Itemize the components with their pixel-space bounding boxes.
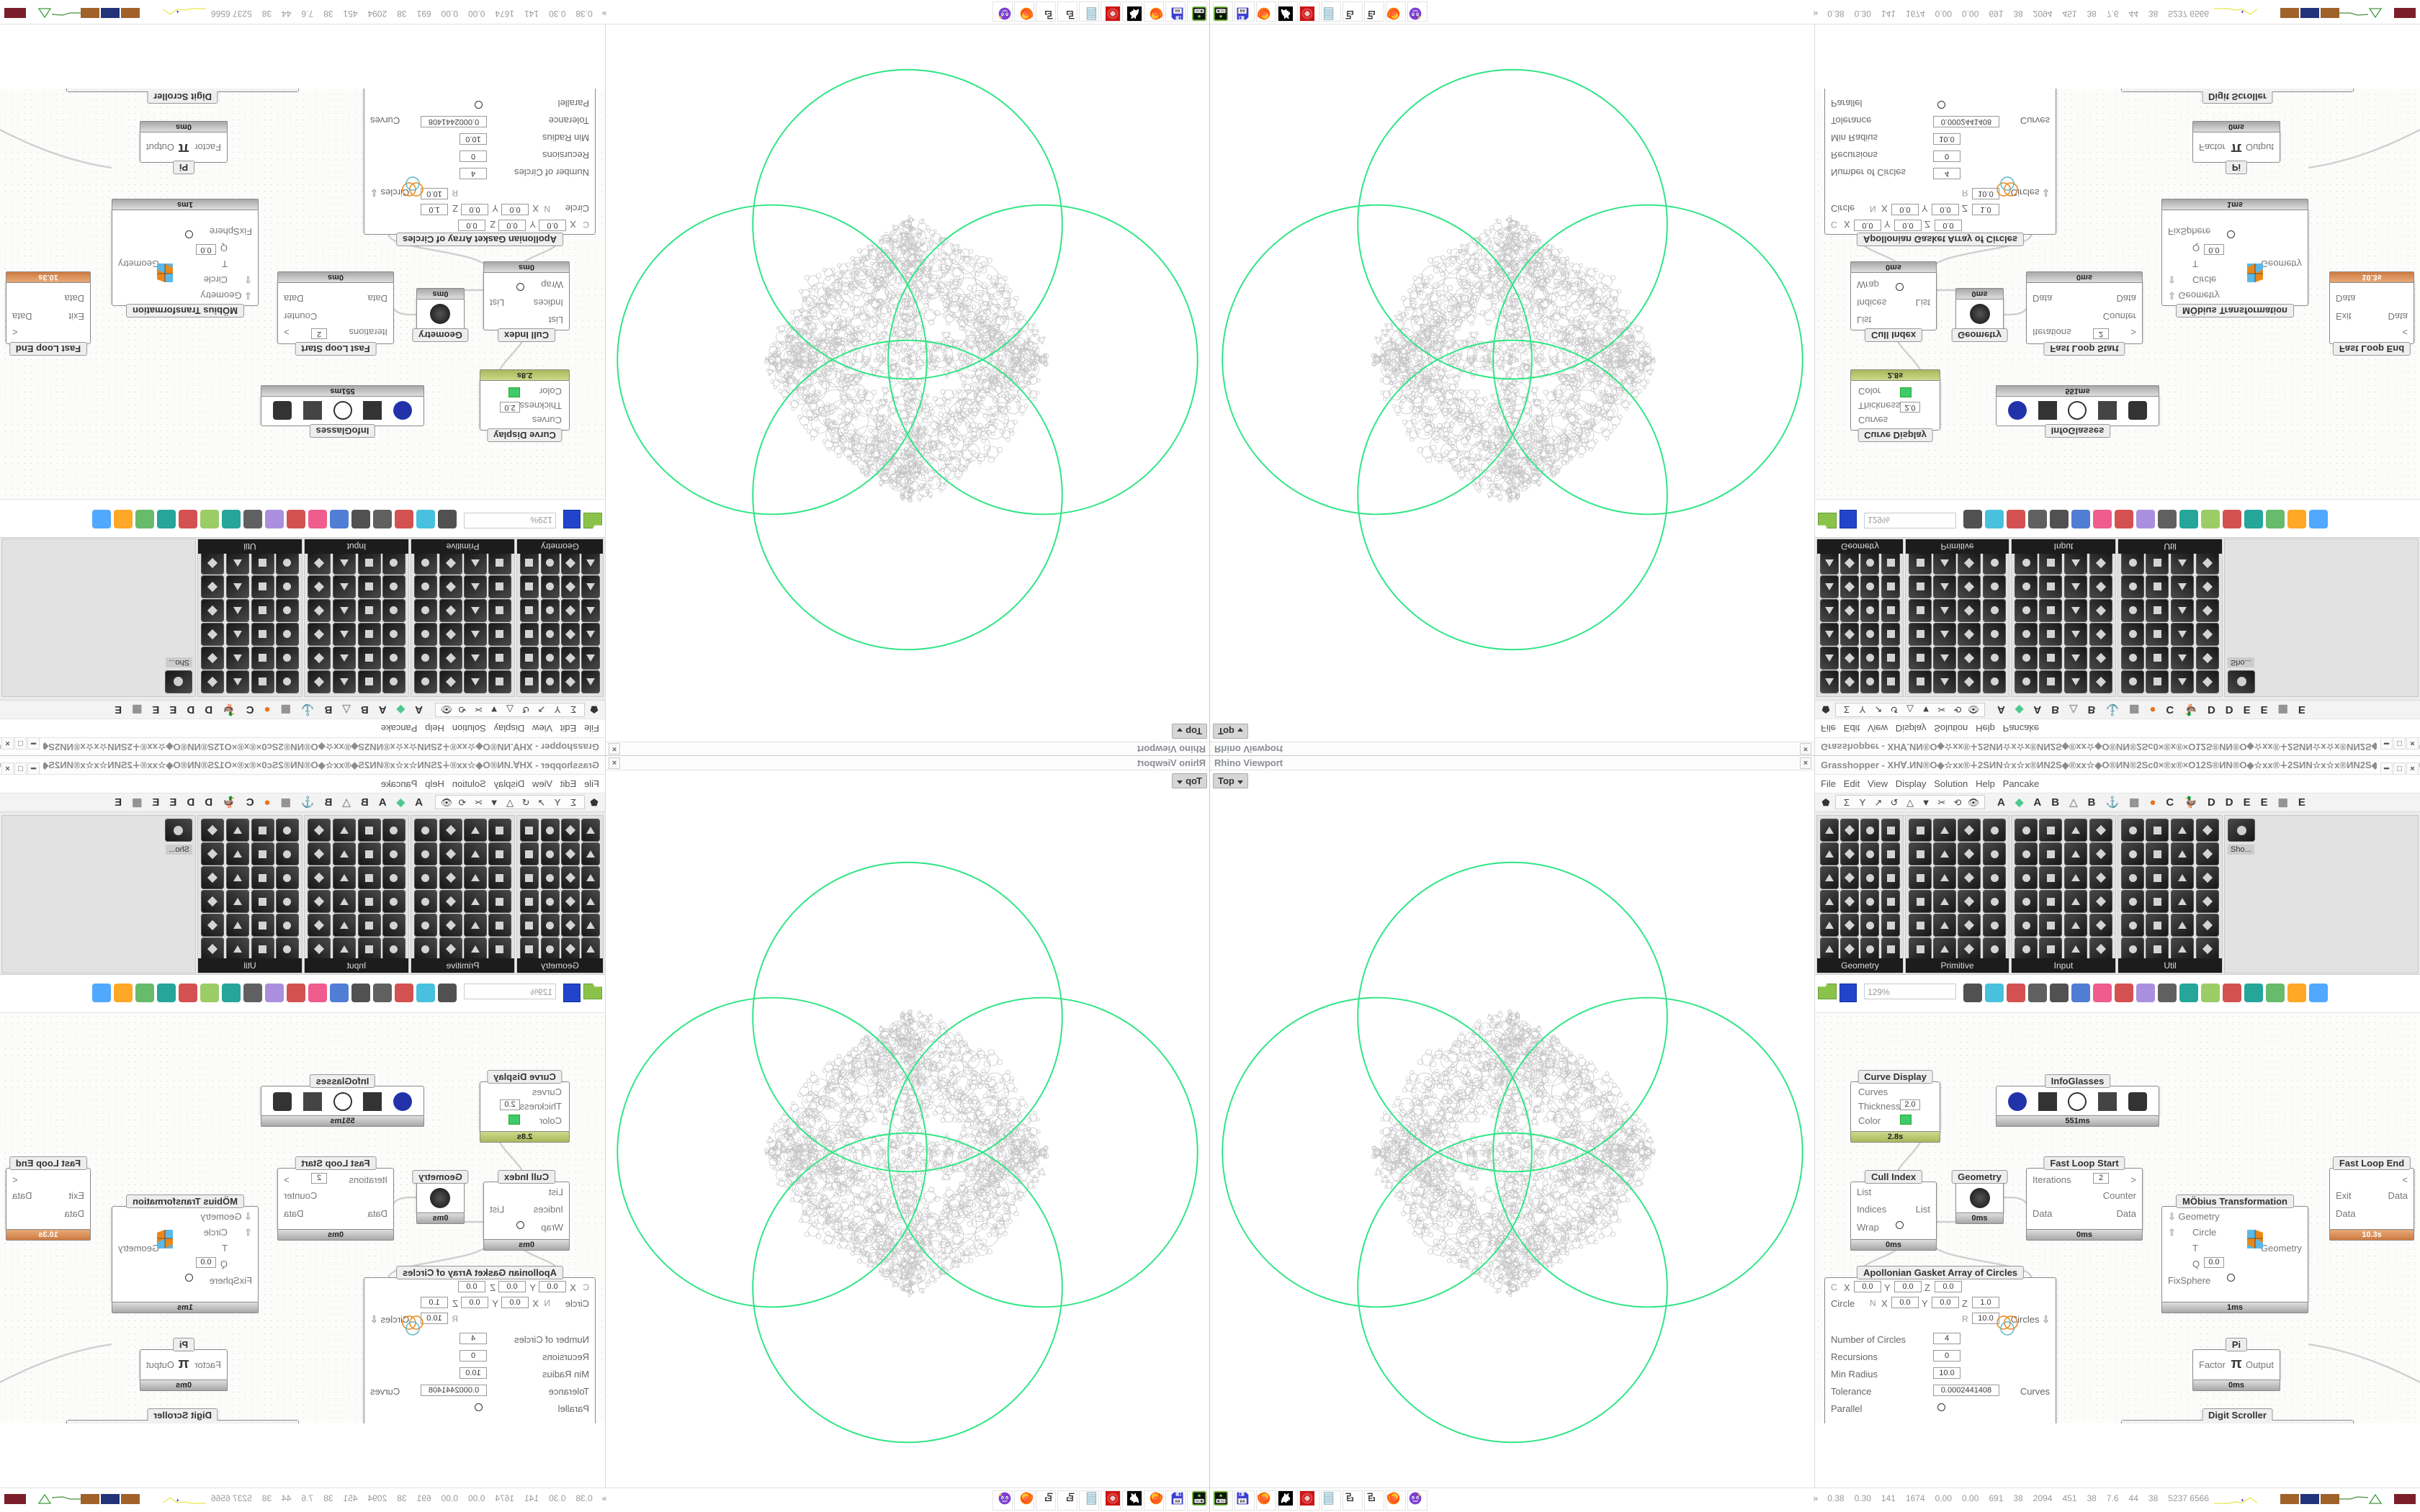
- svg-text:64: 64: [1175, 1500, 1180, 1504]
- svg-text:64: 64: [1240, 1500, 1245, 1504]
- svg-text:64: 64: [1240, 8, 1245, 12]
- svg-text:64: 64: [1175, 8, 1180, 12]
